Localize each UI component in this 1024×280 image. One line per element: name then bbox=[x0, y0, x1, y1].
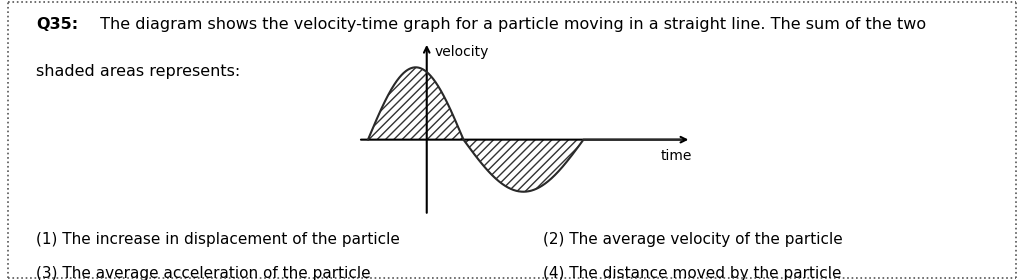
Text: (3) The average acceleration of the particle: (3) The average acceleration of the part… bbox=[36, 266, 371, 280]
Text: The diagram shows the velocity-time graph for a particle moving in a straight li: The diagram shows the velocity-time grap… bbox=[95, 17, 927, 32]
Text: velocity: velocity bbox=[434, 45, 488, 59]
Text: shaded areas represents:: shaded areas represents: bbox=[36, 64, 240, 80]
Text: (4) The distance moved by the particle: (4) The distance moved by the particle bbox=[543, 266, 842, 280]
Text: (2) The average velocity of the particle: (2) The average velocity of the particle bbox=[543, 232, 843, 248]
Text: time: time bbox=[660, 149, 692, 163]
Text: (1) The increase in displacement of the particle: (1) The increase in displacement of the … bbox=[36, 232, 399, 248]
Text: Q35:: Q35: bbox=[36, 17, 78, 32]
